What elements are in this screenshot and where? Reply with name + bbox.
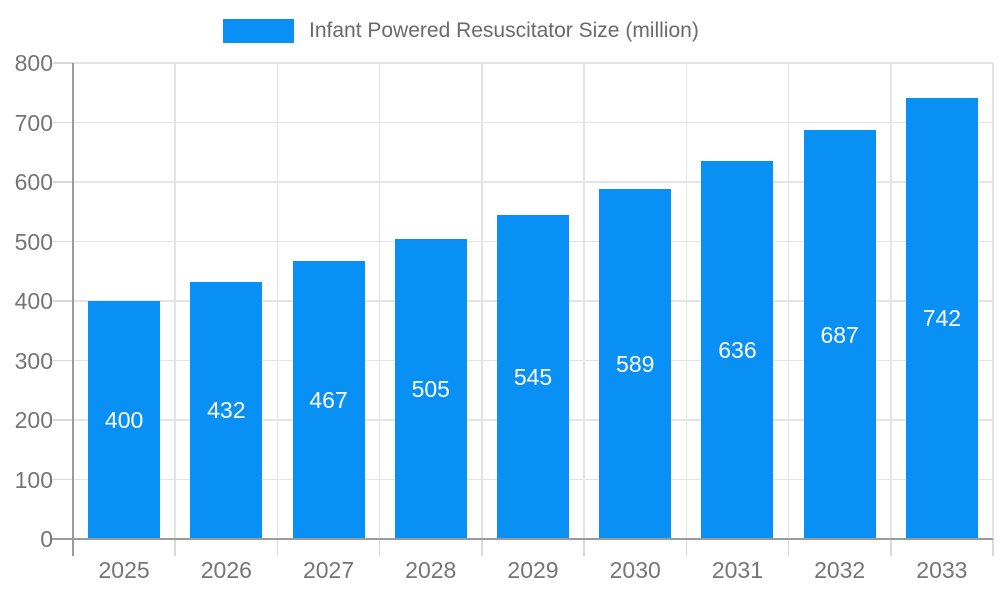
y-axis-tick-label: 0 [40, 526, 53, 552]
x-axis-tick [583, 539, 585, 556]
bar-value-label: 589 [616, 350, 655, 377]
y-axis-tick-label: 600 [14, 169, 53, 195]
gridline-vertical [685, 63, 688, 539]
y-axis-tick [53, 62, 73, 64]
bar-2031[interactable] [701, 160, 774, 539]
y-axis-tick-label: 400 [14, 288, 53, 314]
bar-2028[interactable] [394, 238, 467, 539]
gridline-horizontal [73, 62, 993, 64]
y-axis-tick-label: 800 [14, 50, 53, 76]
bar-value-label: 432 [207, 397, 246, 424]
x-axis-category-label: 2030 [609, 557, 661, 583]
gridline-vertical [890, 63, 892, 539]
x-axis-category-label: 2029 [507, 557, 559, 583]
x-axis-tick [787, 539, 790, 556]
x-axis-category-label: 2031 [711, 557, 764, 583]
x-axis-category-label: 2025 [98, 557, 150, 583]
y-axis-tick-label: 700 [14, 109, 53, 136]
y-axis-tick-label: 100 [14, 466, 53, 493]
bar-value-label: 400 [104, 407, 144, 433]
y-axis-tick [53, 359, 73, 362]
y-axis-tick [53, 300, 73, 302]
bar-value-label: 545 [513, 363, 553, 390]
bar-2027[interactable] [292, 261, 365, 539]
y-axis-tick [53, 181, 73, 183]
bar-value-label: 636 [718, 336, 757, 363]
gridline-vertical [378, 63, 381, 539]
x-axis-tick [890, 539, 892, 556]
y-axis-line [72, 63, 74, 556]
plot-area: 0 100 200 300 400 500 600 700 800 400 2025 432 2026 4… [15, 50, 994, 583]
bar-value-label: 467 [309, 387, 348, 414]
x-axis-tick [276, 539, 279, 556]
bar-value-label: 742 [922, 305, 962, 332]
y-axis-tick [53, 478, 73, 481]
y-axis-tick [53, 121, 73, 124]
gridline-vertical [583, 63, 585, 539]
x-axis-line [52, 538, 993, 540]
gridline-vertical [992, 63, 994, 539]
y-axis-tick-label: 500 [14, 228, 53, 255]
x-axis-tick [378, 539, 381, 556]
bar-2029[interactable] [497, 214, 569, 539]
y-axis-tick [53, 419, 73, 421]
bar-2033[interactable] [905, 97, 978, 539]
y-axis-tick-label: 300 [14, 347, 53, 374]
bar-2030[interactable] [599, 188, 672, 539]
gridline-horizontal [73, 181, 993, 183]
x-axis-tick [481, 539, 483, 556]
gridline-vertical [276, 63, 279, 539]
x-axis-category-label: 2026 [200, 557, 252, 583]
x-axis-category-label: 2028 [405, 557, 457, 583]
gridline-horizontal [73, 121, 993, 124]
bar-value-label: 687 [820, 321, 859, 348]
bar-2025[interactable] [88, 301, 161, 539]
chart-legend[interactable]: Infant Powered Resuscitator Size (millio… [223, 19, 699, 43]
legend-series-label: Infant Powered Resuscitator Size (millio… [309, 19, 699, 42]
x-axis-tick [992, 539, 994, 556]
y-axis-tick-label: 200 [14, 407, 53, 433]
gridline-vertical [787, 63, 790, 539]
y-axis-tick [53, 240, 73, 243]
x-axis-tick [685, 539, 688, 556]
x-axis-category-label: 2027 [302, 557, 355, 583]
gridline-vertical [481, 63, 483, 539]
bar-2026[interactable] [190, 281, 263, 539]
gridline-vertical [174, 63, 176, 539]
bar-value-label: 505 [411, 375, 450, 402]
legend-color-swatch [223, 19, 294, 43]
x-axis-category-label: 2033 [916, 557, 968, 583]
bar-2032[interactable] [803, 130, 876, 539]
x-axis-category-label: 2032 [814, 557, 866, 583]
x-axis-tick [174, 539, 176, 556]
